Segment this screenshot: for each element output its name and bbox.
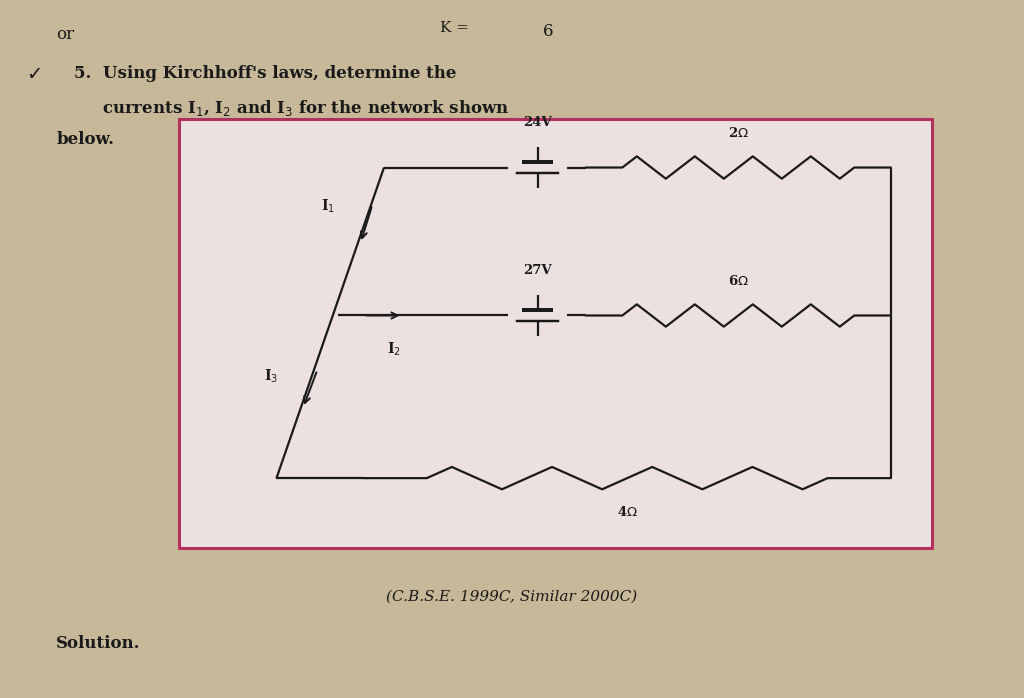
Text: I$_2$: I$_2$: [387, 341, 401, 357]
Text: 2$\Omega$: 2$\Omega$: [728, 126, 749, 140]
Text: I$_1$: I$_1$: [321, 198, 335, 215]
Text: $\checkmark$: $\checkmark$: [26, 64, 41, 82]
Text: Solution.: Solution.: [56, 635, 141, 652]
FancyBboxPatch shape: [179, 119, 932, 548]
Text: K =: K =: [440, 21, 474, 35]
Text: below.: below.: [56, 131, 115, 148]
Text: 24V: 24V: [523, 116, 552, 129]
Text: 6$\Omega$: 6$\Omega$: [728, 274, 749, 288]
Text: (C.B.S.E. 1999C, Similar 2000C): (C.B.S.E. 1999C, Similar 2000C): [386, 590, 638, 604]
Text: or: or: [56, 27, 75, 43]
Text: 27V: 27V: [523, 264, 552, 277]
Text: I$_3$: I$_3$: [264, 367, 279, 385]
Text: 4$\Omega$: 4$\Omega$: [616, 505, 638, 519]
Text: 5.  Using Kirchhoff's laws, determine the: 5. Using Kirchhoff's laws, determine the: [74, 65, 456, 82]
Text: 6: 6: [543, 23, 553, 40]
Text: currents I$_1$, I$_2$ and I$_3$ for the network shown: currents I$_1$, I$_2$ and I$_3$ for the …: [102, 98, 510, 118]
